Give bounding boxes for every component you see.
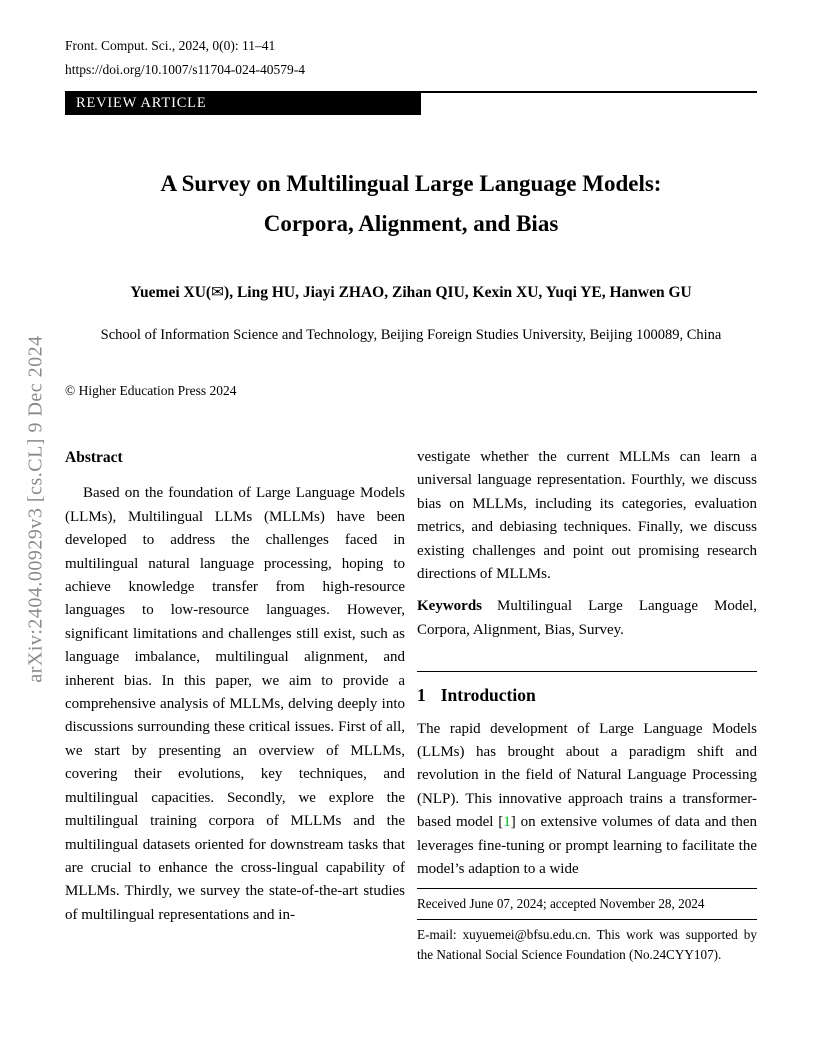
intro-text-before-citation: The rapid development of Large Language … (417, 720, 757, 831)
section-1-heading: 1 Introduction (417, 684, 757, 707)
doi-link[interactable]: https://doi.org/10.1007/s11704-024-40579… (65, 62, 306, 77)
left-column: Abstract Based on the foundation of Larg… (65, 446, 405, 964)
keywords-label: Keywords (417, 598, 482, 615)
received-accepted-line: Received June 07, 2024; accepted Novembe… (417, 895, 705, 911)
page-title: A Survey on Multilingual Large Language … (65, 164, 757, 244)
footnote-block: Received June 07, 2024; accepted Novembe… (417, 887, 757, 965)
citation-ref-1[interactable]: 1 (503, 814, 511, 831)
affiliation: School of Information Science and Techno… (100, 327, 722, 343)
email-funding-line: E-mail: xuyuemei@bfsu.edu.cn. This work … (417, 927, 757, 962)
two-column-body: Abstract Based on the foundation of Larg… (65, 446, 757, 964)
article-type-banner-row: REVIEW ARTICLE (65, 91, 757, 115)
right-column: vestigate whether the current MLLMs can … (417, 446, 757, 964)
abstract-heading: Abstract (65, 449, 123, 466)
title-line-1: A Survey on Multilingual Large Language … (160, 171, 662, 196)
introduction-paragraph: The rapid development of Large Language … (417, 718, 757, 882)
abstract-paragraph: Based on the foundation of Large Languag… (65, 485, 405, 923)
abstract-paragraph-continued: vestigate whether the current MLLMs can … (417, 449, 757, 583)
footnote-rule-middle (417, 919, 757, 920)
keywords-paragraph: Keywords Multilingual Large Language Mode… (417, 595, 757, 642)
journal-citation-line: Front. Comput. Sci., 2024, 0(0): 11–41 (65, 38, 276, 53)
section-1-title: Introduction (440, 685, 536, 706)
footnote-rule-top (417, 887, 757, 889)
article-type-banner: REVIEW ARTICLE (65, 91, 421, 115)
intro-text-after-citation: ] on extensive volumes of data and then … (417, 814, 758, 878)
arxiv-watermark: arXiv:2404.00929v3 [cs.CL] 9 Dec 2024 (24, 335, 47, 683)
section-divider-rule (417, 671, 757, 673)
copyright-notice: © Higher Education Press 2024 (65, 383, 237, 398)
keywords-text: Multilingual Large Language Model, Corpo… (417, 598, 757, 638)
section-1-number: 1 (417, 685, 426, 706)
title-line-2: Corpora, Alignment, and Bias (263, 211, 559, 236)
author-list: Yuemei XU(✉), Ling HU, Jiayi ZHAO, Zihan… (130, 284, 692, 301)
page-content: Front. Comput. Sci., 2024, 0(0): 11–41 h… (65, 0, 757, 964)
